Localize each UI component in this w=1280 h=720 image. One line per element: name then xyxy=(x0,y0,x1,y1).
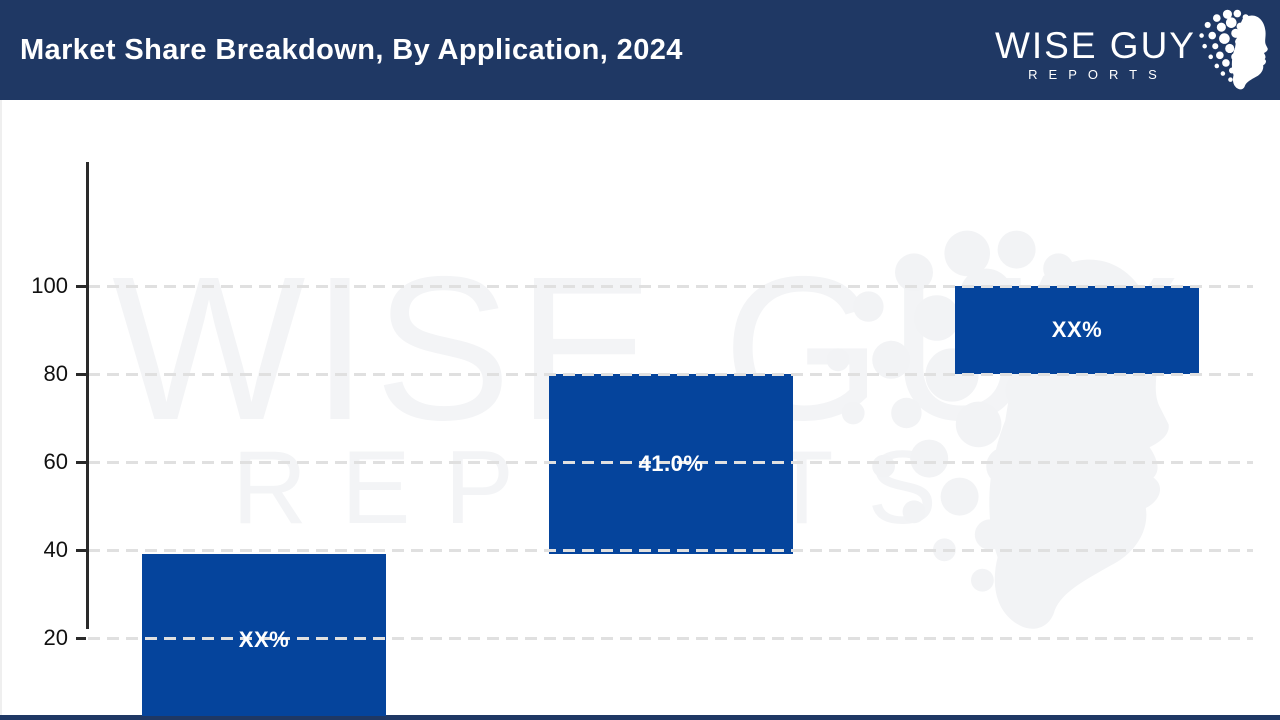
bar-enterprise-storage xyxy=(549,374,793,555)
gridline-80 xyxy=(88,372,1253,376)
chart-area: WISE GUY REPORTS XX%41.0%XX%020406080100… xyxy=(0,100,1280,716)
bar-value-label-enterprise-storage: 41.0% xyxy=(638,451,704,477)
y-tick-label-80: 80 xyxy=(43,361,68,386)
y-tick-20 xyxy=(76,636,86,640)
header-bar: Market Share Breakdown, By Application, … xyxy=(0,0,1280,100)
bar-value-label-automotive: XX% xyxy=(1051,317,1103,342)
y-tick-label-60: 60 xyxy=(43,449,68,474)
bar-value-label-consumer-electronics: XX% xyxy=(238,627,290,653)
y-tick-label-40: 40 xyxy=(43,537,68,562)
y-tick-80 xyxy=(76,372,86,376)
plot: XX%41.0%XX%020406080100Consumer Electron… xyxy=(0,100,1280,716)
wise-guy-face-icon xyxy=(1199,9,1268,90)
bar-automotive xyxy=(955,286,1199,374)
gridline-20 xyxy=(88,636,1253,640)
gridline-40 xyxy=(88,548,1253,552)
y-tick-60 xyxy=(76,460,86,464)
logo-text: WISE GUY REPORTS xyxy=(994,25,1196,82)
y-axis-line xyxy=(86,162,89,629)
y-tick-label-20: 20 xyxy=(43,625,68,650)
gridline-60 xyxy=(88,460,1253,464)
bar-consumer-electronics xyxy=(142,554,386,716)
logo-subtext: REPORTS xyxy=(1028,67,1168,82)
y-tick-40 xyxy=(76,548,86,552)
brand-logo: WISE GUY REPORTS xyxy=(995,8,1270,92)
gridline-100 xyxy=(88,284,1253,288)
y-tick-100 xyxy=(76,284,86,288)
page-title: Market Share Breakdown, By Application, … xyxy=(20,33,683,66)
logo-wordmark: WISE GUY xyxy=(994,25,1196,66)
left-edge-line xyxy=(0,100,2,716)
y-tick-label-0: 0 xyxy=(0,713,68,716)
y-tick-label-100: 100 xyxy=(31,273,68,298)
footer-bar xyxy=(0,715,1280,720)
